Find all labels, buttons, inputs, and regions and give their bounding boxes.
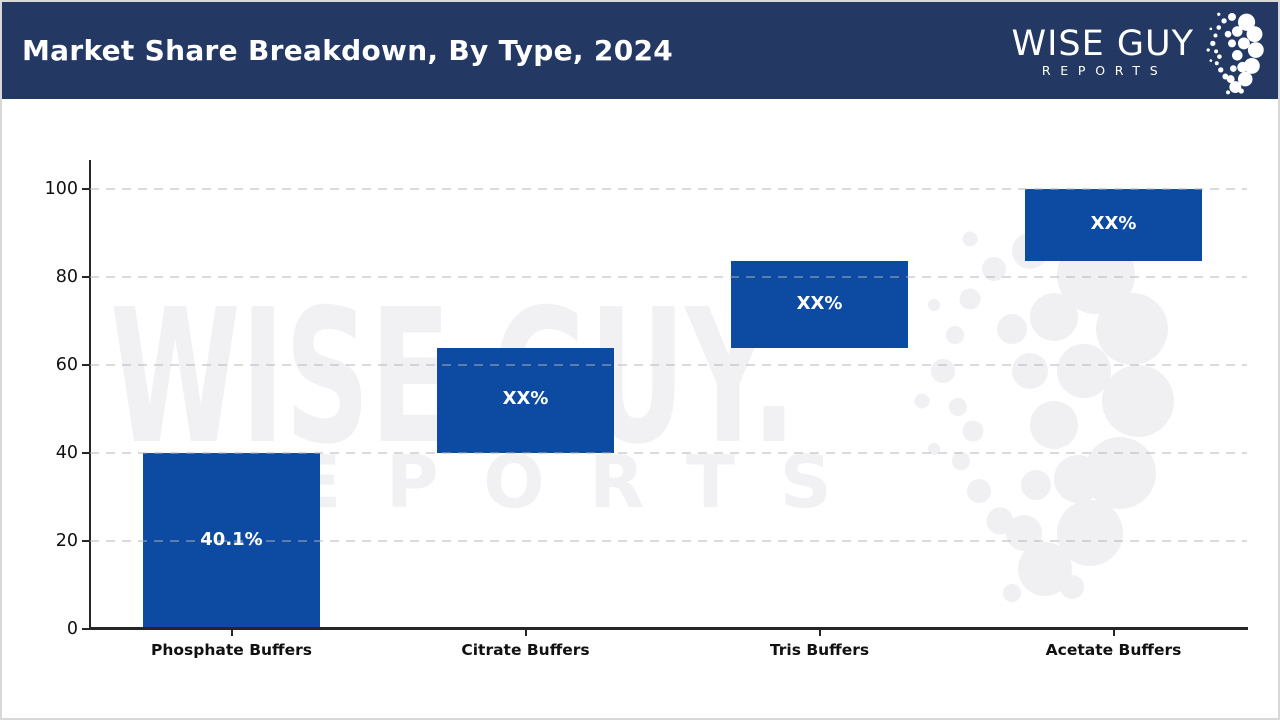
page-title: Market Share Breakdown, By Type, 2024 (22, 34, 674, 67)
x-tick-label: Acetate Buffers (1045, 641, 1182, 659)
x-tick-mark (524, 630, 527, 636)
logo-wordmark: WISE GUY (1011, 23, 1194, 64)
y-axis-line (89, 160, 91, 630)
gridline (90, 188, 1247, 190)
y-tick-label: 100 (44, 179, 78, 199)
x-axis-line (89, 627, 1248, 630)
y-tick-mark (82, 452, 89, 454)
y-tick-mark (82, 188, 89, 190)
header: Market Share Breakdown, By Type, 2024 WI… (2, 2, 1278, 99)
logo-subtitle: REPORTS (1041, 63, 1168, 79)
y-tick-label: 60 (55, 355, 78, 375)
y-tick-label: 0 (66, 619, 78, 639)
y-tick-label: 20 (55, 531, 78, 551)
wise-guy-reports-logo: WISE GUY REPORTS (1011, 8, 1268, 96)
x-tick-mark (818, 630, 821, 636)
y-tick-mark (82, 628, 89, 630)
bar-value-label: 40.1% (200, 528, 263, 550)
y-tick-label: 80 (55, 267, 78, 287)
y-tick-mark (82, 276, 89, 278)
logo-text: WISE GUY REPORTS (1011, 23, 1194, 79)
x-tick-mark (1112, 630, 1115, 636)
watermark-face-icon (914, 231, 1174, 602)
x-tick-label: Tris Buffers (769, 641, 870, 659)
x-tick-label: Phosphate Buffers (151, 641, 312, 659)
logo-face-icon (1206, 12, 1264, 95)
x-tick-mark (230, 630, 233, 636)
x-tick-label: Citrate Buffers (461, 641, 590, 659)
y-tick-mark (82, 540, 89, 542)
y-tick-mark (82, 364, 89, 366)
y-tick-label: 40 (55, 443, 78, 463)
watermark-text-line2: REPORTS (192, 440, 877, 524)
